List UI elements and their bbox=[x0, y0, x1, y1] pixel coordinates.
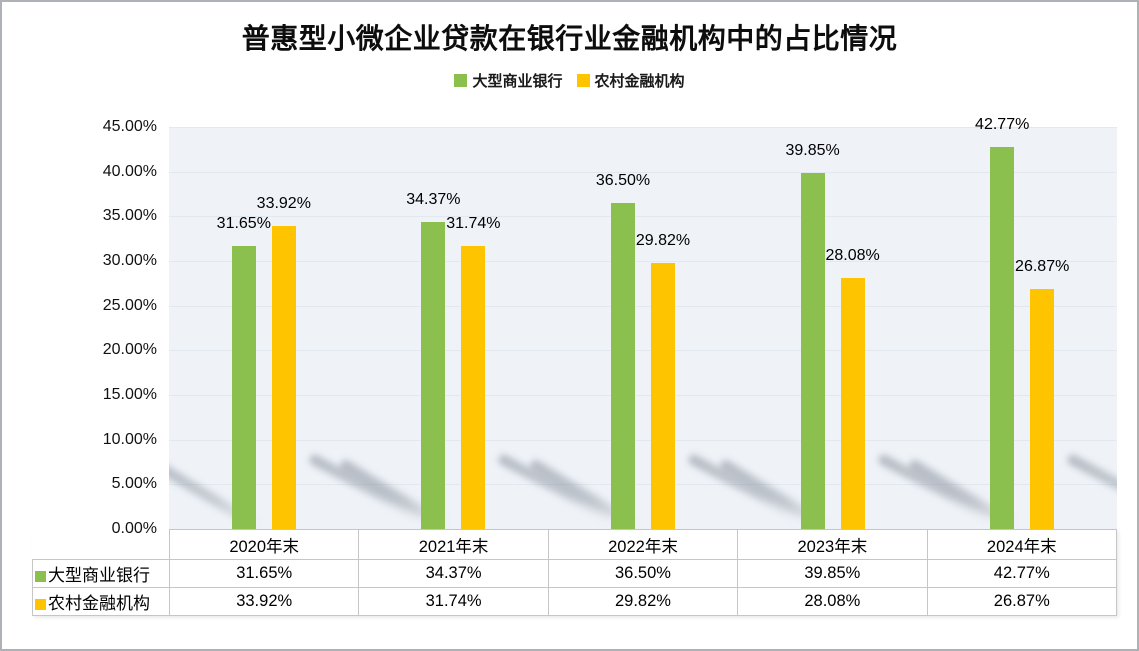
bar-large-banks-2020 bbox=[231, 246, 256, 529]
table-value-cell: 31.65% bbox=[168, 559, 360, 588]
bar-value-label-rural-finance-2023: 28.08% bbox=[825, 247, 880, 265]
table-header-row: 2020年末 2021年末 2022年末 2023年末 2024年末 bbox=[33, 529, 1118, 560]
x-axis-category-label: 2023年末 bbox=[737, 529, 928, 560]
bar-rural-finance-2024 bbox=[1030, 289, 1055, 529]
bar-rural-finance-2021 bbox=[461, 245, 486, 529]
y-axis-tick-label: 40.00% bbox=[102, 162, 157, 180]
table-value-cell: 33.92% bbox=[168, 587, 360, 616]
table-swatch-yellow-icon bbox=[35, 599, 46, 610]
table-row-rural-finance: 农村金融机构 33.92% 31.74% 29.82% 28.08% 26.87% bbox=[32, 587, 1118, 616]
gridline bbox=[169, 261, 1117, 262]
x-axis-category-label: 2021年末 bbox=[358, 529, 549, 560]
legend: 大型商业银行 农村金融机构 bbox=[2, 70, 1137, 91]
legend-swatch-yellow-icon bbox=[576, 74, 590, 87]
chart-title: 普惠型小微企业贷款在银行业金融机构中的占比情况 bbox=[241, 23, 898, 54]
gridline bbox=[169, 305, 1117, 307]
y-axis: 45.00% 40.00% 35.00% 30.00% 25.00% 20.00% 15.0… bbox=[2, 118, 157, 537]
bar-value-label-rural-finance-2021: 31.74% bbox=[446, 214, 501, 232]
table-value-cell: 31.74% bbox=[358, 587, 549, 616]
bar-rural-finance-2022 bbox=[651, 262, 675, 529]
gridline bbox=[169, 171, 1117, 173]
bar-value-label-rural-finance-2022: 29.82% bbox=[635, 231, 691, 249]
bar-rural-finance-2020 bbox=[271, 226, 296, 529]
y-axis-tick-label: 10.00% bbox=[102, 430, 157, 448]
bars-layer: 31.65% 34.37% 36.50% 39.85% 42.77% 33.92% 31.7… bbox=[169, 116, 1117, 529]
x-axis-category-label: 2024年末 bbox=[926, 529, 1118, 560]
gridline bbox=[169, 350, 1117, 352]
bar-value-label-large-banks-2022: 36.50% bbox=[595, 171, 651, 189]
table-value-cell: 42.77% bbox=[926, 559, 1118, 588]
table-row-label-rural-finance: 农村金融机构 bbox=[32, 587, 170, 616]
y-axis-tick-label: 15.00% bbox=[102, 386, 157, 403]
x-axis-category-label: 2020年末 bbox=[168, 529, 360, 560]
y-axis-tick-label: 25.00% bbox=[102, 296, 157, 314]
bar-value-label-large-banks-2023: 39.85% bbox=[785, 142, 840, 159]
y-axis-tick-label: 0.00% bbox=[111, 520, 157, 537]
gridline bbox=[169, 484, 1117, 486]
gridline bbox=[169, 216, 1117, 218]
bar-value-label-large-banks-2020: 31.65% bbox=[216, 215, 271, 233]
bar-rural-finance-2023 bbox=[840, 278, 865, 529]
table-value-cell: 39.85% bbox=[737, 559, 928, 588]
table-value-cell: 34.37% bbox=[358, 559, 549, 588]
y-axis-tick-label: 35.00% bbox=[102, 207, 157, 225]
legend-item-large-commercial-banks: 大型商业银行 bbox=[454, 70, 563, 91]
bar-value-label-rural-finance-2020: 33.92% bbox=[256, 195, 311, 212]
table-value-cell: 26.87% bbox=[926, 587, 1118, 616]
table-swatch-green-icon bbox=[35, 571, 46, 582]
table-value-cell: 28.08% bbox=[737, 587, 928, 616]
legend-label-large-commercial-banks: 大型商业银行 bbox=[472, 73, 563, 90]
bar-value-label-rural-finance-2024: 26.87% bbox=[1015, 258, 1070, 275]
bar-value-label-large-banks-2021: 34.37% bbox=[406, 191, 461, 208]
table-value-cell: 36.50% bbox=[547, 559, 739, 588]
legend-label-rural-financial-institutions: 农村金融机构 bbox=[594, 73, 685, 90]
gridline bbox=[169, 127, 1117, 128]
bar-large-banks-2024 bbox=[990, 146, 1015, 529]
table-value-cell: 29.82% bbox=[547, 587, 739, 616]
bar-value-label-large-banks-2024: 42.77% bbox=[975, 115, 1030, 133]
y-axis-tick-label: 5.00% bbox=[111, 475, 157, 493]
x-axis-category-label: 2022年末 bbox=[547, 529, 739, 560]
gridline bbox=[169, 439, 1117, 441]
plot-area bbox=[169, 127, 1117, 529]
data-table: 2020年末 2021年末 2022年末 2023年末 2024年末 大型商业银行 31.6… bbox=[32, 529, 1118, 616]
y-axis-tick-label: 30.00% bbox=[102, 252, 157, 269]
legend-item-rural-financial-institutions: 农村金融机构 bbox=[576, 70, 685, 91]
bar-large-banks-2022 bbox=[611, 202, 635, 529]
table-row-label-large-banks: 大型商业银行 bbox=[32, 559, 170, 588]
legend-swatch-green-icon bbox=[454, 74, 468, 87]
table-corner-cell bbox=[33, 530, 170, 560]
gridline bbox=[169, 395, 1117, 396]
bar-large-banks-2023 bbox=[800, 173, 825, 529]
table-row-large-banks: 大型商业银行 31.65% 34.37% 36.50% 39.85% 42.77% bbox=[32, 559, 1118, 588]
y-axis-tick-label: 45.00% bbox=[102, 118, 157, 135]
y-axis-tick-label: 20.00% bbox=[102, 341, 157, 359]
bar-large-banks-2021 bbox=[421, 222, 446, 529]
